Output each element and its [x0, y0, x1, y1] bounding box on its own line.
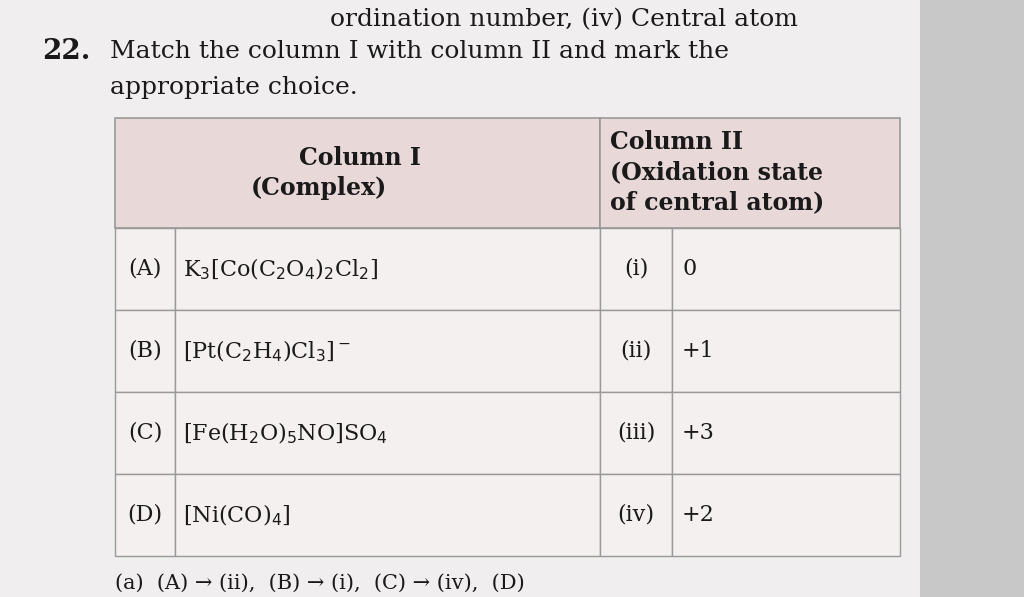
Bar	[672, 310, 900, 392]
Text: (iv): (iv)	[617, 504, 654, 526]
Text: K$_3$[Co(C$_2$O$_4$)$_2$Cl$_2$]: K$_3$[Co(C$_2$O$_4$)$_2$Cl$_2$]	[183, 256, 378, 282]
Text: 0: 0	[682, 258, 696, 280]
Text: (i): (i)	[624, 258, 648, 280]
Text: appropriate choice.: appropriate choice.	[110, 76, 357, 99]
Text: Column I: Column I	[299, 146, 421, 170]
Text: of central atom): of central atom)	[610, 190, 824, 214]
Bar	[920, 0, 1024, 597]
Bar	[115, 118, 600, 228]
Bar	[175, 228, 600, 310]
Text: [Fe(H$_2$O)$_5$NO]SO$_4$: [Fe(H$_2$O)$_5$NO]SO$_4$	[183, 420, 388, 445]
Bar	[175, 310, 600, 392]
Text: (iii): (iii)	[616, 422, 655, 444]
Text: +1: +1	[682, 340, 715, 362]
Text: +3: +3	[682, 422, 715, 444]
Bar	[175, 474, 600, 556]
Text: (Oxidation state: (Oxidation state	[610, 160, 823, 184]
Bar	[115, 228, 175, 310]
Text: Match the column I with column II and mark the: Match the column I with column II and ma…	[110, 40, 729, 63]
Bar	[672, 474, 900, 556]
Bar	[600, 392, 672, 474]
Bar	[115, 392, 175, 474]
Text: (ii): (ii)	[621, 340, 651, 362]
Text: (C): (C)	[128, 422, 162, 444]
Text: [Pt(C$_2$H$_4$)Cl$_3$]$^-$: [Pt(C$_2$H$_4$)Cl$_3$]$^-$	[183, 338, 351, 364]
Bar	[600, 474, 672, 556]
Text: (B): (B)	[128, 340, 162, 362]
Bar	[115, 474, 175, 556]
Text: 22.: 22.	[42, 38, 90, 65]
Bar	[115, 310, 175, 392]
Text: ordination number, (iv) Central atom: ordination number, (iv) Central atom	[330, 8, 798, 31]
Text: (D): (D)	[127, 504, 163, 526]
Text: (a)  (A) → (ii),  (B) → (i),  (C) → (iv),  (D): (a) (A) → (ii), (B) → (i), (C) → (iv), (…	[115, 574, 524, 593]
Bar	[600, 310, 672, 392]
Text: [Ni(CO)$_4$]: [Ni(CO)$_4$]	[183, 503, 291, 528]
Bar	[600, 228, 672, 310]
Bar	[672, 228, 900, 310]
Bar	[672, 392, 900, 474]
Text: (A): (A)	[128, 258, 162, 280]
Text: (Complex): (Complex)	[251, 176, 387, 200]
Bar	[175, 392, 600, 474]
Text: Column II: Column II	[610, 130, 743, 154]
Bar	[600, 118, 900, 228]
Text: +2: +2	[682, 504, 715, 526]
